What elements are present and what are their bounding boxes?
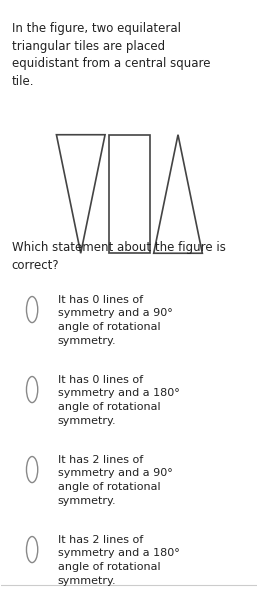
Circle shape <box>27 536 38 563</box>
Circle shape <box>27 457 38 482</box>
Text: In the figure, two equilateral
triangular tiles are placed
equidistant from a ce: In the figure, two equilateral triangula… <box>12 22 210 88</box>
Text: Which statement about the figure is
correct?: Which statement about the figure is corr… <box>12 241 225 272</box>
Circle shape <box>27 296 38 323</box>
Text: It has 0 lines of
symmetry and a 180°
angle of rotational
symmetry.: It has 0 lines of symmetry and a 180° an… <box>58 375 179 425</box>
Circle shape <box>27 377 38 403</box>
Text: It has 2 lines of
symmetry and a 180°
angle of rotational
symmetry.: It has 2 lines of symmetry and a 180° an… <box>58 535 179 586</box>
Text: It has 2 lines of
symmetry and a 90°
angle of rotational
symmetry.: It has 2 lines of symmetry and a 90° ang… <box>58 455 172 506</box>
Polygon shape <box>154 135 202 253</box>
FancyBboxPatch shape <box>109 135 150 253</box>
Polygon shape <box>56 135 105 253</box>
Text: It has 0 lines of
symmetry and a 90°
angle of rotational
symmetry.: It has 0 lines of symmetry and a 90° ang… <box>58 295 172 346</box>
